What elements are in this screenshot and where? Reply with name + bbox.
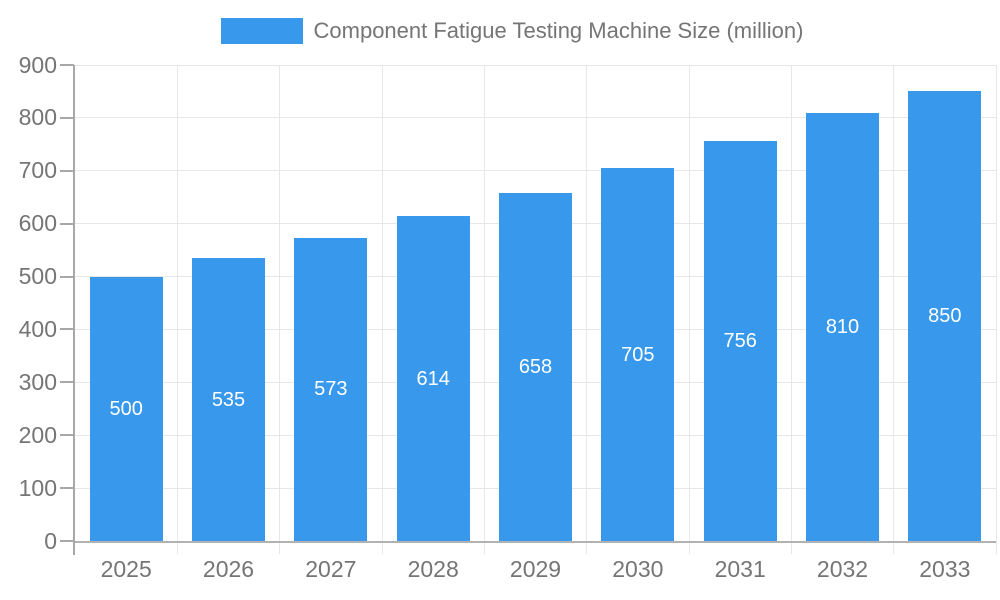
y-tick-label: 300 — [18, 368, 57, 395]
x-tick-label: 2029 — [509, 556, 562, 582]
x-tick-label: 2026 — [202, 556, 255, 582]
x-tick-label: 2030 — [612, 556, 664, 582]
bar-value-label: 756 — [723, 330, 757, 353]
plot-area: 500 535 573 614 658 705 756 810 850 — [73, 64, 997, 555]
y-tick-mark — [60, 116, 74, 119]
bar-value-label: 500 — [109, 397, 143, 420]
legend-title: Component Fatigue Testing Machine Size (… — [313, 18, 804, 43]
y-tick-label: 700 — [18, 157, 57, 184]
y-tick-label: 200 — [18, 421, 57, 448]
y-tick-label: 600 — [18, 210, 57, 237]
y-tick-mark — [60, 487, 74, 490]
bar-2028: 614 — [396, 216, 470, 541]
gridline-v — [279, 65, 281, 554]
y-tick-mark — [60, 434, 74, 437]
y-tick-mark — [60, 64, 74, 66]
y-tick-label: 0 — [44, 527, 57, 554]
gridline-h — [75, 64, 996, 66]
bar-value-label: 705 — [621, 343, 655, 366]
y-tick-label: 400 — [18, 315, 57, 342]
y-tick-mark — [60, 328, 74, 331]
bar-2025: 500 — [89, 276, 163, 541]
legend: Component Fatigue Testing Machine Size (… — [12, 16, 1000, 46]
gridline-v — [381, 65, 383, 554]
gridline-h — [75, 170, 996, 172]
y-tick-mark — [60, 169, 74, 172]
x-tick-label: 2028 — [407, 556, 459, 582]
y-tick-mark — [60, 222, 74, 225]
x-tick-label: 2031 — [714, 556, 766, 582]
bar-value-label: 658 — [518, 356, 553, 378]
gridline-v — [995, 65, 997, 554]
x-tick-label: 2033 — [919, 556, 971, 582]
bar-2030: 705 — [601, 168, 675, 541]
y-tick-label: 500 — [18, 263, 57, 290]
y-tick-mark — [60, 540, 74, 542]
gridline-v — [176, 65, 178, 554]
y-tick-mark — [60, 275, 74, 278]
gridline-v — [893, 65, 895, 554]
bar-2031: 756 — [703, 141, 777, 541]
gridline-h — [75, 117, 996, 119]
bar-2027: 573 — [294, 237, 368, 541]
gridline-v — [586, 65, 588, 554]
gridline-v — [688, 65, 690, 554]
gridline-v — [790, 65, 792, 554]
bar-2032: 810 — [806, 112, 879, 541]
y-tick-mark — [60, 381, 74, 384]
bar-2029: 658 — [499, 193, 572, 541]
bar-value-label: 850 — [928, 305, 962, 328]
gridline-v — [483, 65, 485, 554]
bar-2033: 850 — [908, 91, 982, 541]
x-axis-line — [75, 541, 996, 543]
bar-value-label: 573 — [314, 378, 348, 401]
bar-value-label: 810 — [825, 315, 860, 338]
x-tick-label: 2027 — [305, 556, 357, 582]
bar-value-label: 614 — [416, 367, 450, 390]
x-tick-label: 2025 — [100, 556, 152, 582]
y-tick-label: 800 — [18, 104, 57, 131]
bar-value-label: 535 — [211, 388, 246, 411]
x-tick-label: 2032 — [816, 556, 869, 582]
legend-swatch — [220, 18, 303, 44]
y-tick-label: 100 — [18, 474, 57, 501]
y-axis-line — [73, 65, 75, 555]
bar-2026: 535 — [192, 258, 265, 541]
y-tick-label: 900 — [18, 51, 57, 78]
